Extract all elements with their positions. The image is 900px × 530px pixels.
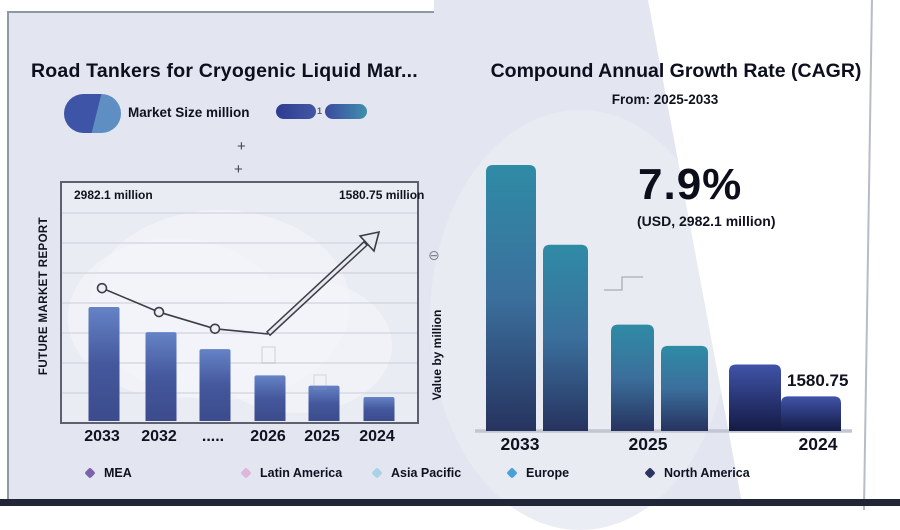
ratio-number: 1 [317, 106, 323, 116]
x-tick-label: 2024 [798, 434, 838, 454]
plus-icon: + [234, 161, 243, 178]
latin-america-diamond-icon [240, 467, 252, 479]
x-tick-label: 2033 [84, 428, 120, 445]
legend-label: North America [664, 466, 750, 480]
x-tick-label: 2024 [359, 428, 395, 445]
left-chart-title: Road Tankers for Cryogenic Liquid Mar... [31, 60, 418, 82]
legend-label: Asia Pacific [391, 466, 462, 480]
north-america-diamond-icon [644, 467, 656, 479]
region-legend: MEA Latin America Asia Pacific Europe No… [0, 466, 900, 486]
right-x-axis: 2033 2025 2024 [475, 434, 855, 456]
legend-label: Latin America [260, 466, 343, 480]
circled-minus-icon: ⊖ [428, 247, 440, 263]
frame-top-border [7, 11, 434, 13]
ratio-pill-dark-icon [276, 104, 316, 119]
x-tick-label: ..... [201, 428, 225, 445]
left-x-axis: 2033 2032 ..... 2026 2025 2024 [60, 428, 419, 448]
cagr-chart [475, 163, 855, 433]
right-chart-subtitle: From: 2025-2033 [611, 92, 719, 107]
europe-diamond-icon [506, 467, 518, 479]
legend-item-europe: Europe [506, 466, 570, 480]
market-size-chart [60, 181, 419, 424]
x-tick-label: 2026 [250, 428, 286, 445]
end-value-annotation: 1580.75 million [339, 188, 425, 202]
legend-item-mea: MEA [84, 466, 132, 480]
legend-item-latin-america: Latin America [240, 466, 343, 480]
frame-left-border [7, 11, 9, 506]
x-tick-label: 2032 [141, 428, 177, 445]
x-tick-label: 2025 [304, 428, 340, 445]
value-axis-label: Value by million [430, 309, 444, 401]
right-chart-title: Compound Annual Growth Rate (CAGR) [490, 60, 862, 82]
cagr-detail: (USD, 2982.1 million) [637, 213, 776, 229]
x-tick-label: 2025 [628, 434, 668, 454]
ratio-pill-teal-icon [325, 104, 367, 119]
cagr-value: 7.9% [638, 160, 743, 209]
asia-pacific-diamond-icon [371, 467, 383, 479]
plus-icon: + [237, 138, 246, 155]
frame-bottom-border [0, 499, 900, 506]
market-size-chart-canvas [62, 212, 417, 421]
start-value-annotation: 2982.1 million [74, 188, 153, 202]
capsule-icon [64, 94, 121, 133]
frame-left-sliver [0, 0, 7, 506]
x-tick-label: 2033 [500, 434, 540, 454]
value-2024-annotation: 1580.75 [787, 371, 849, 390]
cagr-chart-canvas [475, 165, 852, 433]
legend-label: MEA [104, 466, 132, 480]
mea-diamond-icon [84, 467, 96, 479]
frame-top-sliver [0, 0, 434, 11]
legend-label: Europe [526, 466, 570, 480]
legend-item-north-america: North America [644, 466, 750, 480]
series-label: Market Size million [128, 105, 250, 120]
side-watermark: FUTURE MARKET REPORT [38, 216, 50, 376]
legend-item-asia-pacific: Asia Pacific [371, 466, 462, 480]
plot-cloud-shape [202, 278, 392, 413]
